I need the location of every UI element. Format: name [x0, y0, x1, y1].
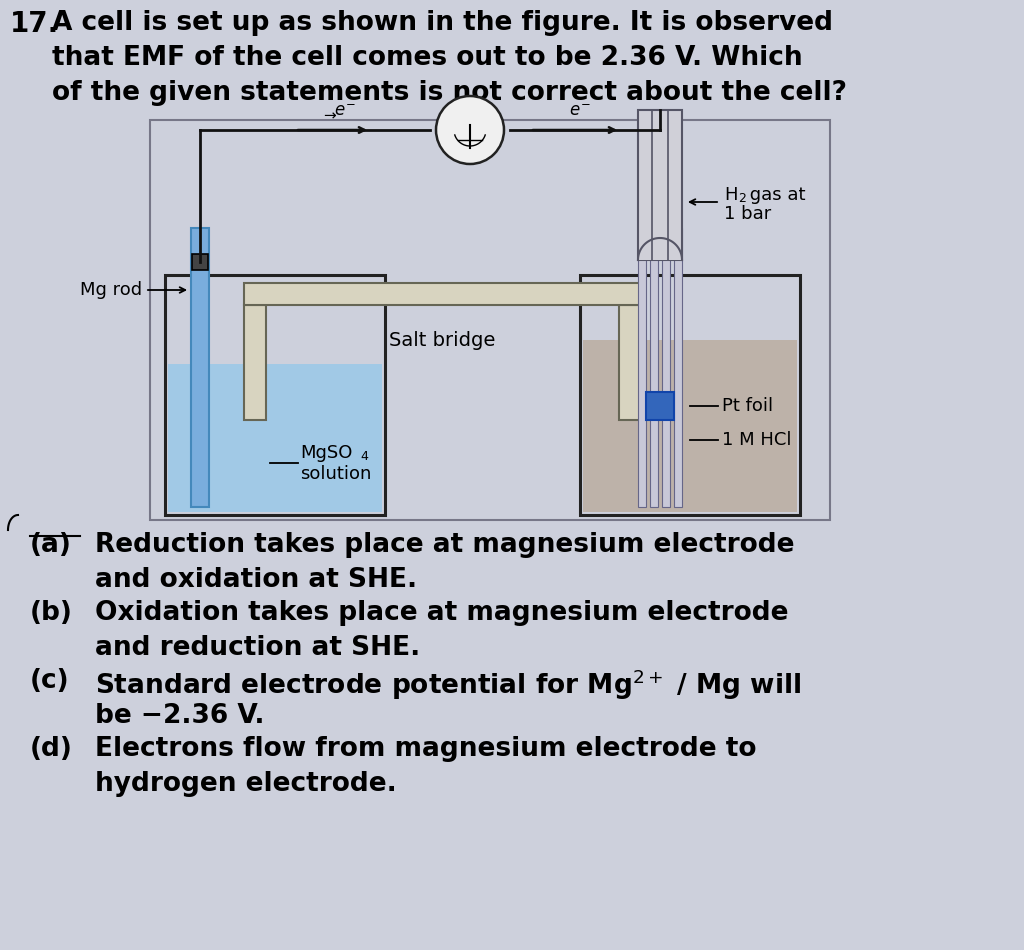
- Text: (a): (a): [30, 532, 72, 558]
- Text: A cell is set up as shown in the figure. It is observed: A cell is set up as shown in the figure.…: [52, 10, 833, 36]
- Text: (c): (c): [30, 668, 70, 694]
- Bar: [662, 228, 670, 507]
- Text: be −2.36 V.: be −2.36 V.: [95, 703, 264, 729]
- Text: and reduction at SHE.: and reduction at SHE.: [95, 635, 420, 661]
- Text: Mg rod: Mg rod: [80, 281, 142, 299]
- Text: $e^{-}$: $e^{-}$: [334, 103, 355, 120]
- Bar: [674, 228, 682, 507]
- Bar: [191, 228, 209, 507]
- Text: 4: 4: [360, 449, 368, 463]
- Circle shape: [436, 96, 504, 164]
- Bar: [193, 254, 208, 270]
- Text: 2: 2: [738, 193, 745, 205]
- Text: 17.: 17.: [10, 10, 59, 38]
- Bar: [168, 364, 382, 512]
- Text: $e^{-}$: $e^{-}$: [569, 103, 591, 120]
- Bar: [646, 392, 674, 420]
- Text: solution: solution: [300, 465, 372, 483]
- Text: hydrogen electrode.: hydrogen electrode.: [95, 771, 396, 797]
- Bar: [580, 275, 800, 515]
- Bar: [165, 275, 385, 515]
- Text: 1 bar: 1 bar: [724, 205, 771, 223]
- Bar: [150, 120, 830, 520]
- Text: (d): (d): [30, 736, 73, 762]
- Bar: [583, 340, 797, 512]
- Text: (b): (b): [30, 600, 73, 626]
- Text: Reduction takes place at magnesium electrode: Reduction takes place at magnesium elect…: [95, 532, 795, 558]
- Bar: [650, 228, 658, 507]
- Bar: [244, 305, 266, 420]
- Text: and oxidation at SHE.: and oxidation at SHE.: [95, 567, 417, 593]
- Bar: [638, 110, 682, 260]
- Text: Salt bridge: Salt bridge: [389, 331, 496, 350]
- Text: Standard electrode potential for Mg$^{2+}$ / Mg will: Standard electrode potential for Mg$^{2+…: [95, 668, 801, 702]
- Text: Oxidation takes place at magnesium electrode: Oxidation takes place at magnesium elect…: [95, 600, 788, 626]
- Bar: [618, 305, 641, 420]
- Text: Electrons flow from magnesium electrode to: Electrons flow from magnesium electrode …: [95, 736, 757, 762]
- Bar: [638, 228, 646, 507]
- Text: $\rightarrow$: $\rightarrow$: [322, 107, 339, 122]
- Text: that EMF of the cell comes out to be 2.36 V. Which: that EMF of the cell comes out to be 2.3…: [52, 45, 803, 71]
- Text: of the given statements is not correct about the cell?: of the given statements is not correct a…: [52, 80, 847, 106]
- Text: gas at: gas at: [744, 186, 806, 204]
- Text: 1 M HCl: 1 M HCl: [722, 431, 792, 449]
- Text: H: H: [724, 186, 737, 204]
- Bar: [244, 283, 641, 305]
- Text: Pt foil: Pt foil: [722, 397, 773, 415]
- Text: MgSO: MgSO: [300, 444, 352, 462]
